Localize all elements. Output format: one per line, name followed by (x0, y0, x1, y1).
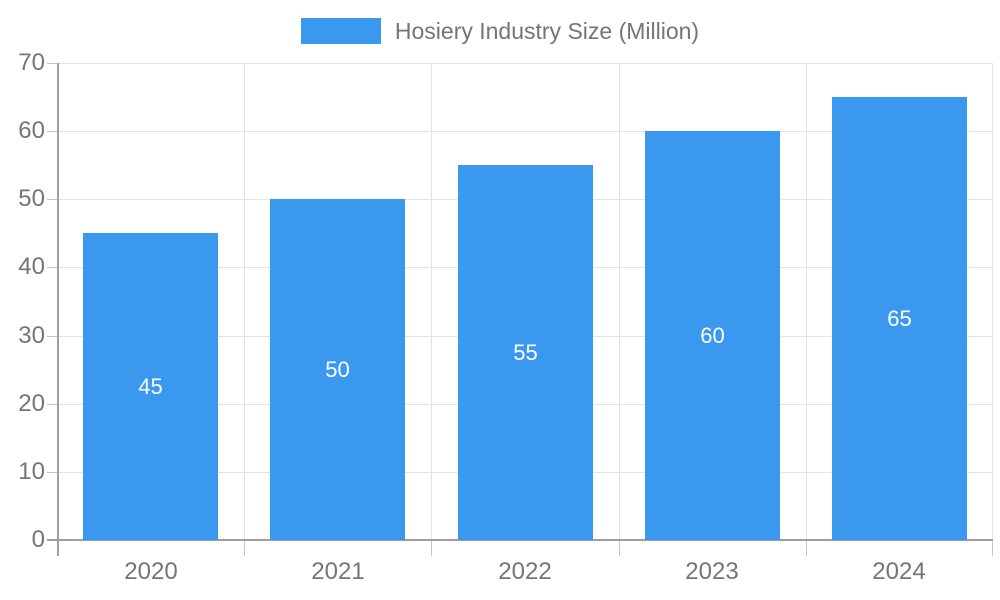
bar[interactable]: 60 (645, 131, 780, 540)
x-axis-tick (431, 540, 432, 556)
legend-swatch (300, 18, 381, 44)
x-gridline (431, 63, 432, 540)
y-axis-tick-label: 20 (18, 390, 45, 417)
bar-value-label: 45 (138, 373, 163, 399)
y-gridline (57, 131, 993, 132)
y-axis-tick (47, 131, 57, 132)
y-axis-tick-label: 10 (18, 458, 45, 485)
y-axis-tick (47, 63, 57, 64)
x-axis-category-label: 2021 (311, 558, 365, 585)
chart-legend: Hosiery Industry Size (Million) (0, 17, 1000, 45)
x-gridline (244, 63, 245, 540)
bar-value-label: 55 (513, 339, 538, 365)
y-axis-tick-label: 0 (31, 526, 45, 553)
x-gridline (992, 63, 993, 540)
y-axis (57, 63, 59, 556)
x-gridline (806, 63, 807, 540)
x-axis-tick (619, 540, 620, 556)
y-axis-tick-label: 60 (18, 117, 45, 144)
bar[interactable]: 50 (270, 199, 405, 540)
x-axis-tick (244, 540, 245, 556)
x-axis-category-label: 2024 (872, 558, 926, 585)
y-axis-tick-label: 30 (18, 322, 45, 349)
y-axis-tick (47, 336, 57, 337)
y-axis-tick-label: 50 (18, 185, 45, 212)
legend-item[interactable]: Hosiery Industry Size (Million) (300, 17, 700, 45)
x-gridline (619, 63, 620, 540)
y-axis-tick (47, 404, 57, 405)
bar[interactable]: 45 (83, 233, 218, 540)
x-axis-category-label: 2020 (124, 558, 178, 585)
y-axis-tick-label: 40 (18, 253, 45, 280)
y-gridline (57, 63, 993, 64)
plot-area: 45 50 55 60 65 (47, 63, 993, 556)
y-axis-tick-label: 70 (18, 49, 45, 76)
y-axis-tick (47, 267, 57, 268)
x-axis-category-label: 2023 (685, 558, 739, 585)
bar[interactable]: 65 (832, 97, 967, 540)
bar-value-label: 60 (700, 322, 725, 348)
bar-value-label: 65 (887, 305, 912, 331)
x-axis-tick (992, 540, 993, 556)
y-axis-tick (47, 199, 57, 200)
x-axis-tick (806, 540, 807, 556)
y-axis-tick (47, 472, 57, 473)
bar[interactable]: 55 (458, 165, 593, 540)
x-axis (47, 539, 993, 541)
legend-label: Hosiery Industry Size (Million) (394, 18, 700, 44)
bar-value-label: 50 (325, 356, 350, 382)
x-axis-category-label: 2022 (498, 558, 552, 585)
